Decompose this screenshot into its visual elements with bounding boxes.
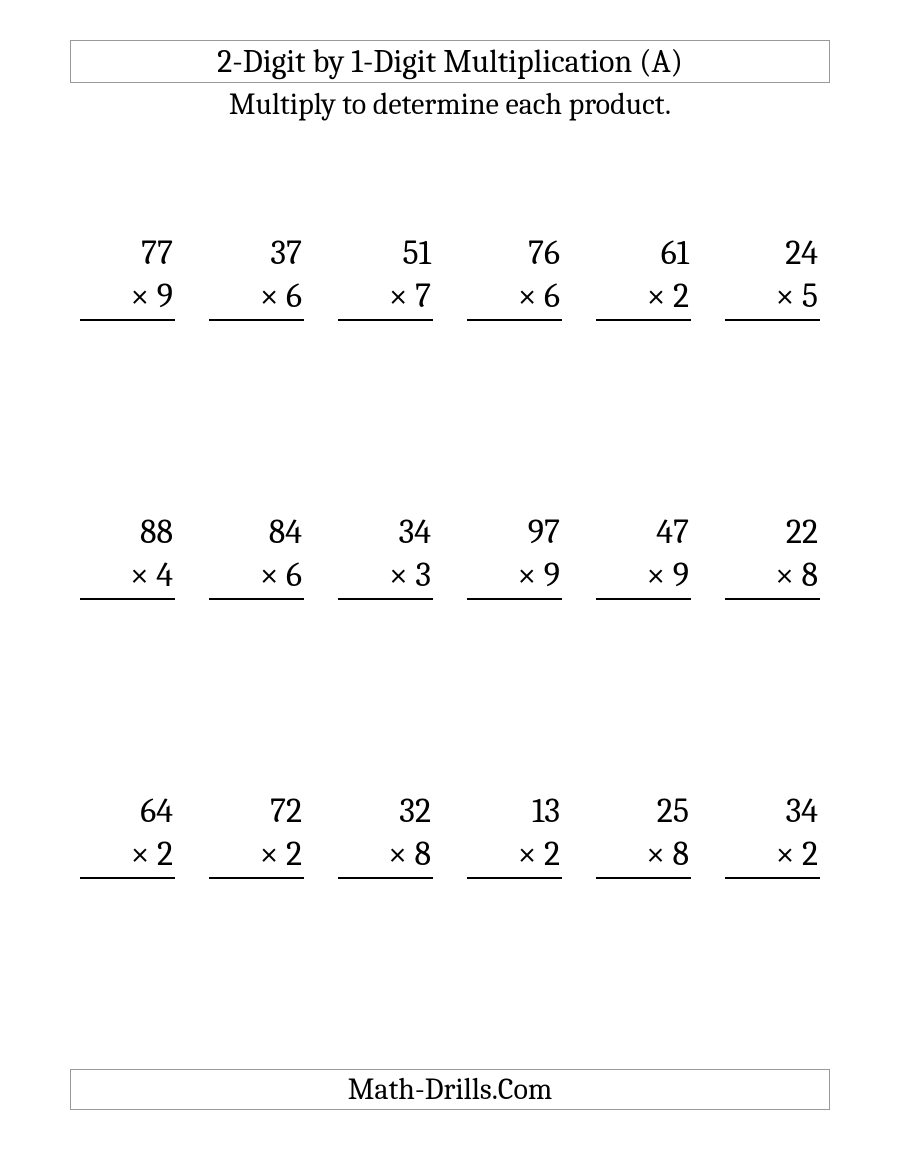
problem: 84 × 6 bbox=[209, 511, 304, 600]
multiplicand: 34 bbox=[338, 511, 433, 554]
multiplier: 6 bbox=[286, 276, 302, 316]
problem: 88 × 4 bbox=[80, 511, 175, 600]
problem: 34 × 3 bbox=[338, 511, 433, 600]
multiplier-line: × 3 bbox=[338, 554, 433, 601]
operator: × bbox=[776, 834, 795, 874]
multiplier-line: × 8 bbox=[725, 554, 820, 601]
multiplier-line: × 2 bbox=[725, 833, 820, 880]
multiplicand: 47 bbox=[596, 511, 691, 554]
multiplicand: 61 bbox=[596, 232, 691, 275]
multiplier: 8 bbox=[415, 834, 432, 874]
multiplier: 9 bbox=[544, 555, 560, 595]
problem: 13 × 2 bbox=[467, 790, 562, 879]
multiplicand: 25 bbox=[596, 790, 691, 833]
multiplier: 2 bbox=[673, 276, 689, 316]
multiplier-line: × 5 bbox=[725, 275, 820, 322]
operator: × bbox=[260, 555, 279, 595]
problem-row: 88 × 4 84 × 6 34 × 3 97 × 9 47 × 9 22 × … bbox=[80, 511, 820, 600]
operator: × bbox=[260, 834, 279, 874]
multiplier-line: × 9 bbox=[596, 554, 691, 601]
operator: × bbox=[389, 555, 408, 595]
multiplicand: 84 bbox=[209, 511, 304, 554]
multiplier-line: × 2 bbox=[467, 833, 562, 880]
operator: × bbox=[517, 555, 536, 595]
multiplicand: 22 bbox=[725, 511, 820, 554]
problem: 76 × 6 bbox=[467, 232, 562, 321]
multiplier: 8 bbox=[802, 555, 819, 595]
multiplicand: 34 bbox=[725, 790, 820, 833]
multiplier: 2 bbox=[286, 834, 302, 874]
operator: × bbox=[130, 276, 149, 316]
problem: 37 × 6 bbox=[209, 232, 304, 321]
multiplicand: 77 bbox=[80, 232, 175, 275]
multiplier-line: × 6 bbox=[467, 275, 562, 322]
multiplicand: 13 bbox=[467, 790, 562, 833]
multiplicand: 97 bbox=[467, 511, 562, 554]
multiplier-line: × 2 bbox=[596, 275, 691, 322]
page-title: 2-Digit by 1-Digit Multiplication (A) bbox=[217, 43, 683, 80]
footer-text: Math-Drills.Com bbox=[348, 1072, 552, 1107]
multiplier: 9 bbox=[157, 276, 173, 316]
multiplier: 6 bbox=[286, 555, 302, 595]
multiplier: 2 bbox=[802, 834, 818, 874]
problem: 47 × 9 bbox=[596, 511, 691, 600]
multiplicand: 32 bbox=[338, 790, 433, 833]
multiplier: 7 bbox=[415, 276, 431, 316]
multiplier: 9 bbox=[673, 555, 689, 595]
title-box: 2-Digit by 1-Digit Multiplication (A) bbox=[70, 40, 830, 83]
multiplicand: 88 bbox=[80, 511, 175, 554]
problem: 72 × 2 bbox=[209, 790, 304, 879]
operator: × bbox=[518, 834, 537, 874]
operator: × bbox=[131, 834, 150, 874]
multiplicand: 24 bbox=[725, 232, 820, 275]
multiplier-line: × 9 bbox=[467, 554, 562, 601]
operator: × bbox=[130, 555, 149, 595]
operator: × bbox=[776, 276, 795, 316]
operator: × bbox=[388, 834, 407, 874]
problem: 34 × 2 bbox=[725, 790, 820, 879]
problem: 24 × 5 bbox=[725, 232, 820, 321]
multiplicand: 64 bbox=[80, 790, 175, 833]
multiplier: 8 bbox=[673, 834, 690, 874]
problem: 22 × 8 bbox=[725, 511, 820, 600]
multiplier-line: × 6 bbox=[209, 554, 304, 601]
multiplicand: 37 bbox=[209, 232, 304, 275]
multiplier-line: × 2 bbox=[80, 833, 175, 880]
operator: × bbox=[646, 834, 665, 874]
problem-row: 64 × 2 72 × 2 32 × 8 13 × 2 25 × 8 34 × … bbox=[80, 790, 820, 879]
multiplier: 4 bbox=[156, 555, 173, 595]
problem: 25 × 8 bbox=[596, 790, 691, 879]
problem: 51 × 7 bbox=[338, 232, 433, 321]
footer-box: Math-Drills.Com bbox=[70, 1069, 830, 1110]
operator: × bbox=[647, 276, 666, 316]
multiplier-line: × 8 bbox=[596, 833, 691, 880]
problems-container: 77 × 9 37 × 6 51 × 7 76 × 6 61 × 2 24 × … bbox=[60, 232, 840, 879]
multiplier: 3 bbox=[415, 555, 431, 595]
multiplicand: 76 bbox=[467, 232, 562, 275]
multiplicand: 51 bbox=[338, 232, 433, 275]
subtitle: Multiply to determine each product. bbox=[60, 87, 840, 122]
multiplier-line: × 8 bbox=[338, 833, 433, 880]
multiplier: 5 bbox=[802, 276, 818, 316]
problem: 64 × 2 bbox=[80, 790, 175, 879]
multiplicand: 72 bbox=[209, 790, 304, 833]
operator: × bbox=[775, 555, 794, 595]
problem: 32 × 8 bbox=[338, 790, 433, 879]
operator: × bbox=[518, 276, 537, 316]
multiplier-line: × 6 bbox=[209, 275, 304, 322]
multiplier: 6 bbox=[544, 276, 560, 316]
problem: 77 × 9 bbox=[80, 232, 175, 321]
multiplier-line: × 7 bbox=[338, 275, 433, 322]
operator: × bbox=[389, 276, 408, 316]
multiplier: 2 bbox=[544, 834, 560, 874]
operator: × bbox=[646, 555, 665, 595]
multiplier: 2 bbox=[157, 834, 173, 874]
problem: 97 × 9 bbox=[467, 511, 562, 600]
problem: 61 × 2 bbox=[596, 232, 691, 321]
multiplier-line: × 4 bbox=[80, 554, 175, 601]
problem-row: 77 × 9 37 × 6 51 × 7 76 × 6 61 × 2 24 × … bbox=[80, 232, 820, 321]
operator: × bbox=[260, 276, 279, 316]
multiplier-line: × 2 bbox=[209, 833, 304, 880]
multiplier-line: × 9 bbox=[80, 275, 175, 322]
